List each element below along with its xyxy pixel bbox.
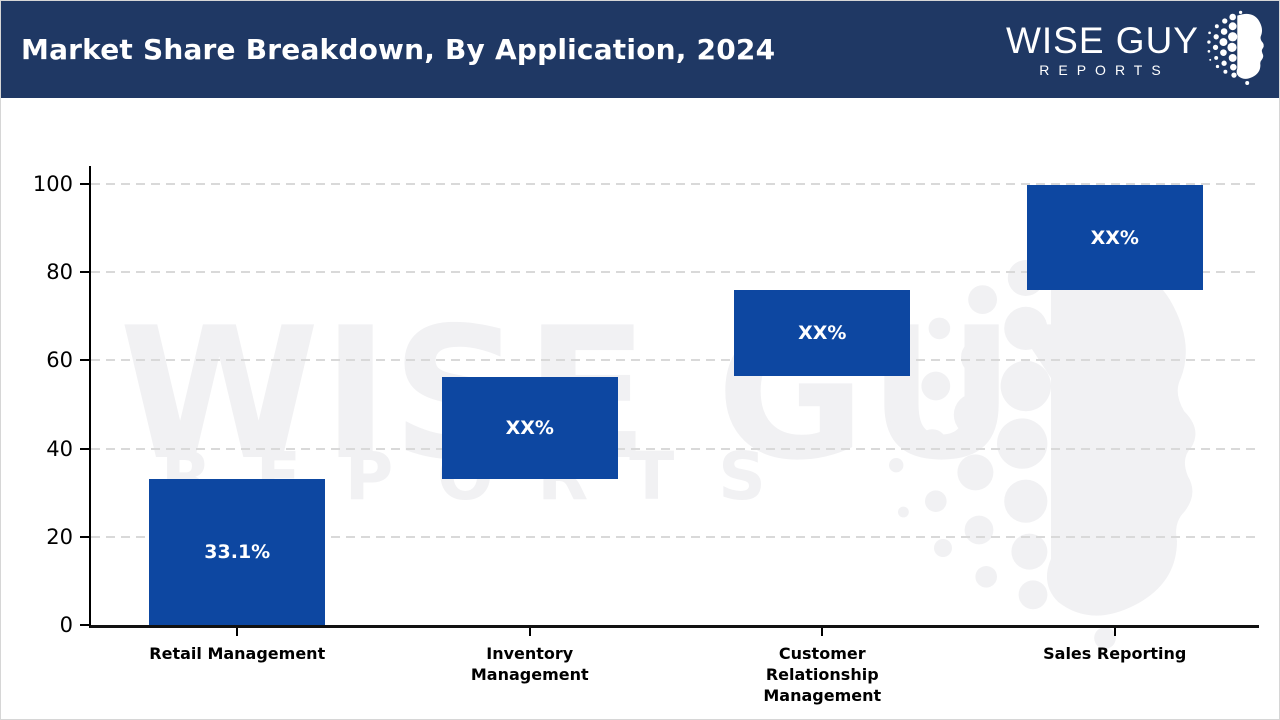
- y-tick-20: [80, 535, 89, 538]
- y-tick-label-60: 60: [46, 348, 73, 373]
- y-tick-label-20: 20: [46, 524, 73, 549]
- x-category-label-3: Customer Relationship Management: [763, 644, 882, 706]
- y-tick-60: [80, 359, 89, 362]
- logo-line1: WISE GUY: [1005, 19, 1199, 61]
- x-tick-3: [821, 628, 824, 636]
- y-tick-100: [80, 183, 89, 185]
- logo-line2: REPORTS: [1039, 61, 1170, 78]
- gridline-60: [91, 359, 1259, 362]
- bar-segment-1: 33.1%: [149, 479, 326, 625]
- page-title: Market Share Breakdown, By Application, …: [21, 33, 776, 66]
- y-tick-label-0: 0: [59, 613, 73, 637]
- y-tick-0: [80, 624, 89, 626]
- y-tick-40: [80, 447, 89, 450]
- x-category-label-2: Inventory Management: [470, 644, 589, 685]
- y-tick-label-100: 100: [32, 172, 73, 196]
- logo-wordmark: WISE GUY REPORTS: [1006, 22, 1199, 78]
- bar-segment-2: XX%: [441, 377, 618, 480]
- x-category-label-4: Sales Reporting: [1043, 644, 1187, 663]
- x-tick-1: [236, 628, 239, 636]
- bar-value-label: 33.1%: [204, 541, 271, 564]
- x-tick-2: [528, 628, 531, 636]
- gridline-20: [91, 535, 1259, 538]
- x-tick-4: [1113, 628, 1116, 636]
- wiseguy-face-icon: [1207, 10, 1264, 85]
- x-category-label-1: Retail Management: [149, 644, 326, 663]
- y-tick-label-40: 40: [46, 436, 73, 461]
- gridline-80: [91, 271, 1259, 274]
- bar-value-label: XX%: [1090, 226, 1139, 249]
- gridline-100: [91, 183, 1259, 185]
- bar-segment-4: XX%: [1026, 184, 1203, 291]
- y-tick-80: [80, 271, 89, 274]
- bar-value-label: XX%: [505, 417, 554, 440]
- y-tick-label-80: 80: [46, 260, 73, 285]
- wiseguy-logo: WISE GUY REPORTS: [1006, 9, 1267, 91]
- plot-area: 0 20 40 60 80 100 33.1% Retail Management XX% Inv…: [33, 166, 1259, 705]
- header-bar: Market Share Breakdown, By Application, …: [1, 1, 1279, 98]
- bar-segment-3: XX%: [734, 290, 911, 377]
- gridline-40: [91, 447, 1259, 450]
- bar-value-label: XX%: [798, 322, 847, 345]
